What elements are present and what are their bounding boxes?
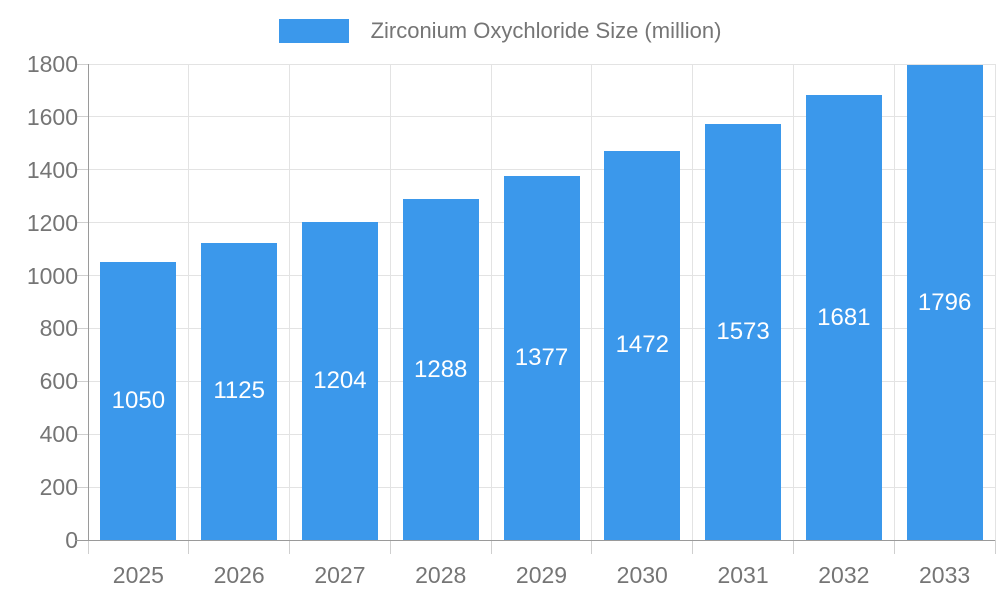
bar-value-label: 1050: [111, 387, 166, 415]
x-gridline: [893, 64, 895, 540]
x-tick-mark: [994, 540, 996, 554]
y-axis-label: 1600: [26, 103, 78, 130]
x-tick-mark: [591, 540, 593, 554]
x-gridline: [188, 64, 190, 540]
x-axis-label: 2031: [717, 562, 769, 588]
y-tick-mark: [75, 63, 88, 65]
x-tick-mark: [893, 540, 895, 554]
x-tick-mark: [188, 540, 190, 554]
bar-value-label: 1288: [414, 355, 468, 383]
y-axis-label: 200: [39, 474, 78, 501]
y-tick-mark: [75, 380, 88, 382]
y-axis-label: 1400: [26, 156, 78, 183]
bar-2028[interactable]: 1288: [402, 199, 479, 540]
y-axis-line: [87, 64, 89, 541]
y-axis-label: 800: [39, 315, 78, 342]
x-tick-mark: [692, 540, 694, 554]
y-tick-mark: [75, 433, 88, 435]
y-tick-mark: [75, 327, 88, 329]
bar-2031[interactable]: 1573: [705, 124, 782, 540]
x-axis-line: [75, 539, 995, 541]
bar-2027[interactable]: 1204: [301, 221, 378, 540]
y-axis-label: 0: [65, 527, 78, 553]
x-tick-mark: [792, 540, 794, 554]
y-tick-mark: [75, 275, 88, 277]
x-axis-label: 2029: [515, 562, 568, 588]
x-tick-mark: [389, 540, 391, 554]
y-axis-label: 1000: [26, 262, 78, 289]
bar-2032[interactable]: 1681: [805, 95, 882, 540]
x-gridline: [994, 64, 996, 540]
x-tick-mark: [289, 540, 291, 554]
bar-value-label: 1796: [917, 288, 972, 316]
x-axis-label: 2025: [112, 562, 164, 588]
bar-2033[interactable]: 1796: [906, 65, 983, 540]
y-tick-mark: [75, 222, 88, 224]
y-axis-label: 1800: [26, 51, 78, 77]
bar-2030[interactable]: 1472: [604, 150, 681, 540]
bar-2025[interactable]: 1050: [100, 262, 177, 540]
legend[interactable]: Zirconium Oxychloride Size (million): [0, 18, 1000, 44]
x-axis-label: 2033: [919, 562, 971, 588]
legend-label: Zirconium Oxychloride Size (million): [370, 18, 722, 43]
x-gridline: [289, 64, 291, 540]
y-axis-label: 400: [39, 421, 78, 448]
y-axis-label: 1200: [26, 209, 78, 236]
legend-swatch: [278, 19, 349, 43]
x-axis-label: 2027: [314, 562, 366, 588]
y-axis-label: 600: [39, 368, 78, 395]
y-gridline: [88, 169, 995, 171]
bar-value-label: 1377: [514, 343, 569, 371]
y-gridline: [88, 63, 995, 65]
bar-value-label: 1472: [615, 331, 669, 359]
x-axis-label: 2032: [818, 562, 870, 588]
x-axis-label: 2030: [616, 562, 668, 588]
bar-2026[interactable]: 1125: [201, 242, 278, 540]
x-gridline: [792, 64, 794, 540]
bar-value-label: 1125: [213, 377, 265, 405]
x-gridline: [490, 64, 492, 540]
x-gridline: [389, 64, 391, 540]
x-axis-label: 2028: [415, 562, 467, 588]
y-tick-mark: [75, 116, 88, 118]
x-gridline: [591, 64, 593, 540]
x-axis-label: 2026: [213, 562, 265, 588]
bar-value-label: 1204: [313, 366, 367, 394]
bar-value-label: 1573: [716, 318, 770, 345]
bar-2029[interactable]: 1377: [503, 175, 580, 540]
y-gridline: [88, 116, 995, 118]
x-tick-mark: [87, 540, 89, 554]
bar-value-label: 1681: [817, 303, 871, 331]
x-tick-mark: [490, 540, 492, 554]
y-tick-mark: [75, 169, 88, 171]
y-tick-mark: [75, 486, 88, 488]
x-gridline: [692, 64, 694, 540]
